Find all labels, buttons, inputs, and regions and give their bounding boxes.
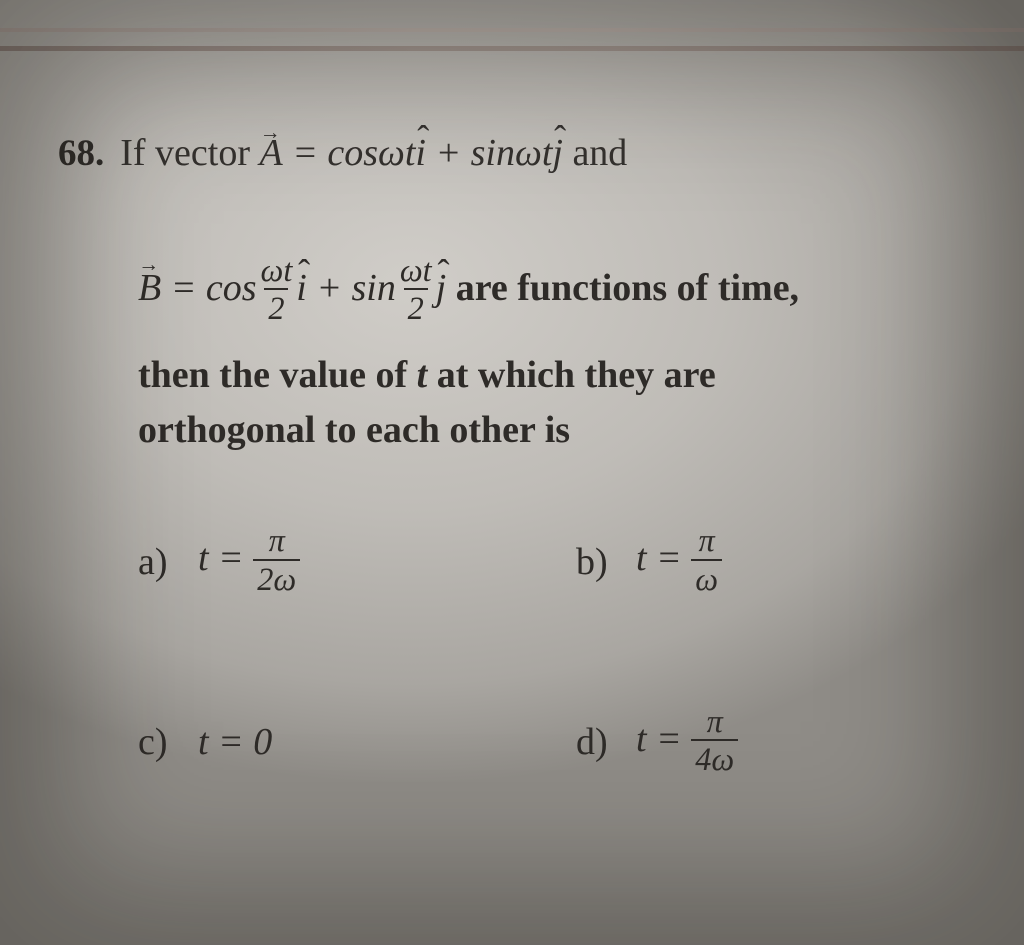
page-scan: 68. If vector A = cosωti + sinωtj and B … xyxy=(0,0,1024,945)
option-b-frac: πω xyxy=(691,524,722,595)
question-number: 68. xyxy=(58,132,104,175)
options-grid: a) t = π2ω b) t = πω c) t = 0 d) t = π4ω xyxy=(58,526,994,777)
option-a-den: 2ω xyxy=(253,559,300,595)
B-frac-2-num: ωt xyxy=(396,254,436,288)
B-frac-1: ωt2 xyxy=(257,254,297,325)
option-a-num: π xyxy=(265,524,289,558)
B-frac-1-num: ωt xyxy=(257,254,297,288)
A-plus: + sin xyxy=(426,132,515,174)
vector-B-expr: B = cosωt2i + sinωt2j xyxy=(138,267,456,309)
option-a-frac: π2ω xyxy=(253,524,300,595)
B-frac-2: ωt2 xyxy=(396,254,436,325)
B-frac-1-den: 2 xyxy=(264,288,288,324)
B-equals: = cos xyxy=(161,267,256,309)
option-d-num: π xyxy=(703,705,727,739)
option-b-num: π xyxy=(695,524,719,558)
A-omega-t-1: ωt xyxy=(378,132,415,174)
stem-1a: then the value of xyxy=(138,354,417,396)
option-d-label: d) xyxy=(576,720,622,764)
i-hat-2: i xyxy=(296,261,307,316)
B-symbol: B xyxy=(138,261,161,316)
j-hat-2: j xyxy=(436,261,447,316)
option-b-t: t = xyxy=(636,537,691,579)
option-c-label: c) xyxy=(138,720,184,764)
option-b-expr: t = πω xyxy=(636,526,722,597)
intro-prefix: If vector xyxy=(120,132,259,174)
option-d: d) t = π4ω xyxy=(576,707,994,778)
stem-line-2: orthogonal to each other is xyxy=(138,403,994,458)
j-hat-1: j xyxy=(552,130,563,178)
intro-suffix: and xyxy=(572,132,627,174)
A-equals: = cos xyxy=(283,132,378,174)
option-c-expr: t = 0 xyxy=(198,720,272,764)
B-frac-2-den: 2 xyxy=(404,288,428,324)
option-d-t: t = xyxy=(636,718,691,760)
vector-B-line: B = cosωt2i + sinωt2j are functions of t… xyxy=(138,256,994,327)
stem-1b: at which they are xyxy=(427,354,716,396)
option-a-label: a) xyxy=(138,540,184,584)
question-row: 68. If vector A = cosωti + sinωtj and xyxy=(58,130,994,178)
question-body: B = cosωt2i + sinωt2j are functions of t… xyxy=(58,256,994,459)
option-b-label: b) xyxy=(576,540,622,584)
A-symbol: A xyxy=(260,130,283,178)
option-a-t: t = xyxy=(198,537,253,579)
option-d-den: 4ω xyxy=(691,739,738,775)
tail-text: are functions of time, xyxy=(456,267,799,309)
i-hat-1: i xyxy=(415,130,426,178)
option-a-expr: t = π2ω xyxy=(198,526,300,597)
option-a: a) t = π2ω xyxy=(138,526,556,597)
question-intro: If vector A = cosωti + sinωtj and xyxy=(120,130,627,178)
stem-line-1: then the value of t at which they are xyxy=(138,348,994,403)
stem-t: t xyxy=(417,354,428,396)
option-c: c) t = 0 xyxy=(138,707,556,778)
vector-A-expr: A = cosωti + sinωtj xyxy=(260,132,573,174)
option-d-frac: π4ω xyxy=(691,705,738,776)
option-d-expr: t = π4ω xyxy=(636,707,738,778)
B-mid: + sin xyxy=(307,267,396,309)
option-b: b) t = πω xyxy=(576,526,994,597)
A-omega-t-2: ωt xyxy=(515,132,552,174)
option-b-den: ω xyxy=(691,559,722,595)
